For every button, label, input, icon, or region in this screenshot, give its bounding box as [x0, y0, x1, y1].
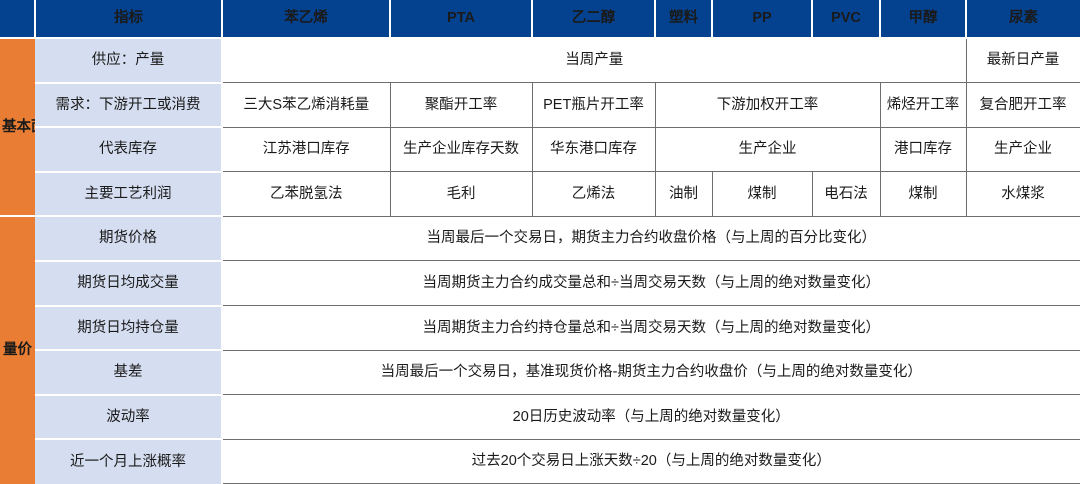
cell-fundamentals-r2-c6: 复合肥开工率: [965, 82, 1080, 128]
table-row: 需求：下游开工或消费 三大S苯乙烯消耗量 聚酯开工率 PET瓶片开工率 下游加权开工率烯…: [0, 82, 1080, 129]
row-label-volume-price-4: 基差: [35, 350, 223, 396]
header-product-1: 苯乙烯: [222, 0, 391, 39]
cell-fundamentals-r3-c5: 港口库存: [879, 126, 967, 173]
cell-fundamentals-r2-c4: 下游加权开工率: [654, 82, 881, 128]
cell-fundamentals-r3-c6: 生产企业: [965, 126, 1080, 173]
cell-fundamentals-r3-c4: 生产企业: [654, 126, 881, 173]
cell-fundamentals-r4-c6: 电石法: [811, 171, 881, 217]
cell-volume-price-r2-c1: 当周期货主力合约成交量总和÷当周交易天数（与上周的绝对数量变化）: [221, 260, 1080, 307]
header-product-8: 尿素: [966, 0, 1080, 39]
cell-fundamentals-r4-c1: 乙苯脱氢法: [221, 171, 391, 217]
row-label-fundamentals-3: 代表库存: [35, 127, 223, 173]
cell-fundamentals-r2-c2: 聚酯开工率: [389, 82, 533, 128]
row-label-fundamentals-4: 主要工艺利润: [35, 171, 223, 218]
header-product-6: PVC: [812, 0, 881, 39]
table-row: 代表库存 江苏港口库存 生产企业库存天数 华东港口库存 生产企业 港口库存 生产企业: [0, 126, 1080, 173]
row-label-fundamentals-1: 供应：产量: [35, 38, 223, 84]
cell-fundamentals-r4-c2: 毛利: [389, 171, 533, 217]
header-section-spacer: [0, 0, 36, 39]
header-product-7: 甲醇: [880, 0, 967, 39]
table-row: 主要工艺利润 乙苯脱氢法 毛利 乙烯法 油制 煤制 电石法 煤制 水煤浆: [0, 171, 1080, 218]
table-row: 基差 当周最后一个交易日，基准现货价格-期货主力合约收盘价（与上周的绝对数量变化）: [0, 349, 1080, 396]
cell-fundamentals-r2-c3: PET瓶片开工率: [531, 82, 656, 128]
section-label-fundamentals: 基本面: [0, 38, 35, 218]
table-row: 近一个月上涨概率 过去20个交易日上涨天数÷20（与上周的绝对数量变化）: [0, 438, 1080, 484]
cell-fundamentals-r3-c2: 生产企业库存天数: [389, 126, 533, 173]
cell-volume-price-r4-c1: 当周最后一个交易日，基准现货价格-期货主力合约收盘价（与上周的绝对数量变化）: [221, 349, 1080, 396]
table-row: 期货日均持仓量 当周期货主力合约持仓量总和÷当周交易天数（与上周的绝对数量变化）: [0, 305, 1080, 352]
header-indicator: 指标: [35, 0, 223, 39]
row-label-volume-price-5: 波动率: [35, 394, 223, 441]
cell-fundamentals-r4-c5: 煤制: [711, 171, 813, 217]
cell-fundamentals-r3-c3: 华东港口库存: [531, 126, 656, 173]
table-row: 期货日均成交量 当周期货主力合约成交量总和÷当周交易天数（与上周的绝对数量变化）: [0, 260, 1080, 307]
cell-fundamentals-r3-c1: 江苏港口库存: [221, 126, 391, 173]
row-label-volume-price-1: 期货价格: [35, 216, 223, 262]
cell-fundamentals-r2-c5: 烯烃开工率: [879, 82, 967, 128]
section-label-volume-price: 量价: [0, 216, 35, 484]
cell-volume-price-r5-c1: 20日历史波动率（与上周的绝对数量变化）: [221, 394, 1080, 440]
header-product-2: PTA: [390, 0, 533, 39]
cell-fundamentals-r4-c7: 煤制: [879, 171, 967, 217]
cell-volume-price-r3-c1: 当周期货主力合约持仓量总和÷当周交易天数（与上周的绝对数量变化）: [221, 305, 1080, 351]
row-label-fundamentals-2: 需求：下游开工或消费: [35, 82, 223, 129]
cell-fundamentals-r1-c2: 最新日产量: [965, 37, 1080, 84]
cell-volume-price-r6-c1: 过去20个交易日上涨天数÷20（与上周的绝对数量变化）: [221, 438, 1080, 484]
cell-fundamentals-r1-c1: 当周产量: [221, 37, 967, 84]
header-product-5: PP: [712, 0, 813, 39]
cell-fundamentals-r4-c8: 水煤浆: [965, 171, 1080, 217]
cell-fundamentals-r2-c1: 三大S苯乙烯消耗量: [221, 82, 391, 128]
header-product-3: 乙二醇: [532, 0, 656, 39]
row-label-volume-price-6: 近一个月上涨概率: [35, 439, 223, 484]
cell-fundamentals-r4-c4: 油制: [654, 171, 713, 217]
table-row: 波动率 20日历史波动率（与上周的绝对数量变化）: [0, 394, 1080, 441]
row-label-volume-price-2: 期货日均成交量: [35, 260, 223, 307]
table-row: 量价 期货价格 当周最后一个交易日，期货主力合约收盘价格（与上周的百分比变化）: [0, 215, 1080, 484]
row-label-volume-price-3: 期货日均持仓量: [35, 305, 223, 352]
cell-volume-price-r1-c1: 当周最后一个交易日，期货主力合约收盘价格（与上周的百分比变化）: [221, 215, 1080, 262]
cell-fundamentals-r4-c3: 乙烯法: [531, 171, 656, 217]
table-header-row: 指标 苯乙烯 PTA 乙二醇 塑料 PP PVC 甲醇 尿素: [0, 0, 1080, 39]
header-product-4: 塑料: [655, 0, 713, 39]
